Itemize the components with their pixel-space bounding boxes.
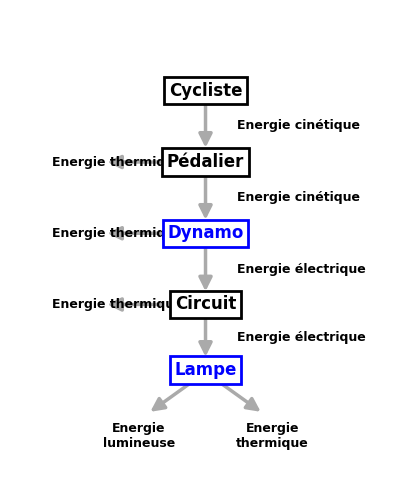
Text: Energie
lumineuse: Energie lumineuse (103, 422, 175, 450)
Text: Energie thermique: Energie thermique (52, 298, 182, 311)
Text: Energie thermique: Energie thermique (52, 156, 182, 168)
Text: Energie électrique: Energie électrique (237, 263, 365, 276)
Text: Dynamo: Dynamo (167, 224, 244, 242)
Text: Energie cinétique: Energie cinétique (237, 192, 360, 204)
Text: Energie
thermique: Energie thermique (236, 422, 309, 450)
Text: Energie électrique: Energie électrique (237, 332, 365, 344)
Text: Energie thermique: Energie thermique (52, 227, 182, 240)
Text: Pédalier: Pédalier (167, 153, 244, 171)
Text: Circuit: Circuit (175, 296, 236, 314)
Text: Energie cinétique: Energie cinétique (237, 119, 360, 132)
Text: Lampe: Lampe (174, 361, 237, 379)
Text: Cycliste: Cycliste (169, 82, 242, 100)
